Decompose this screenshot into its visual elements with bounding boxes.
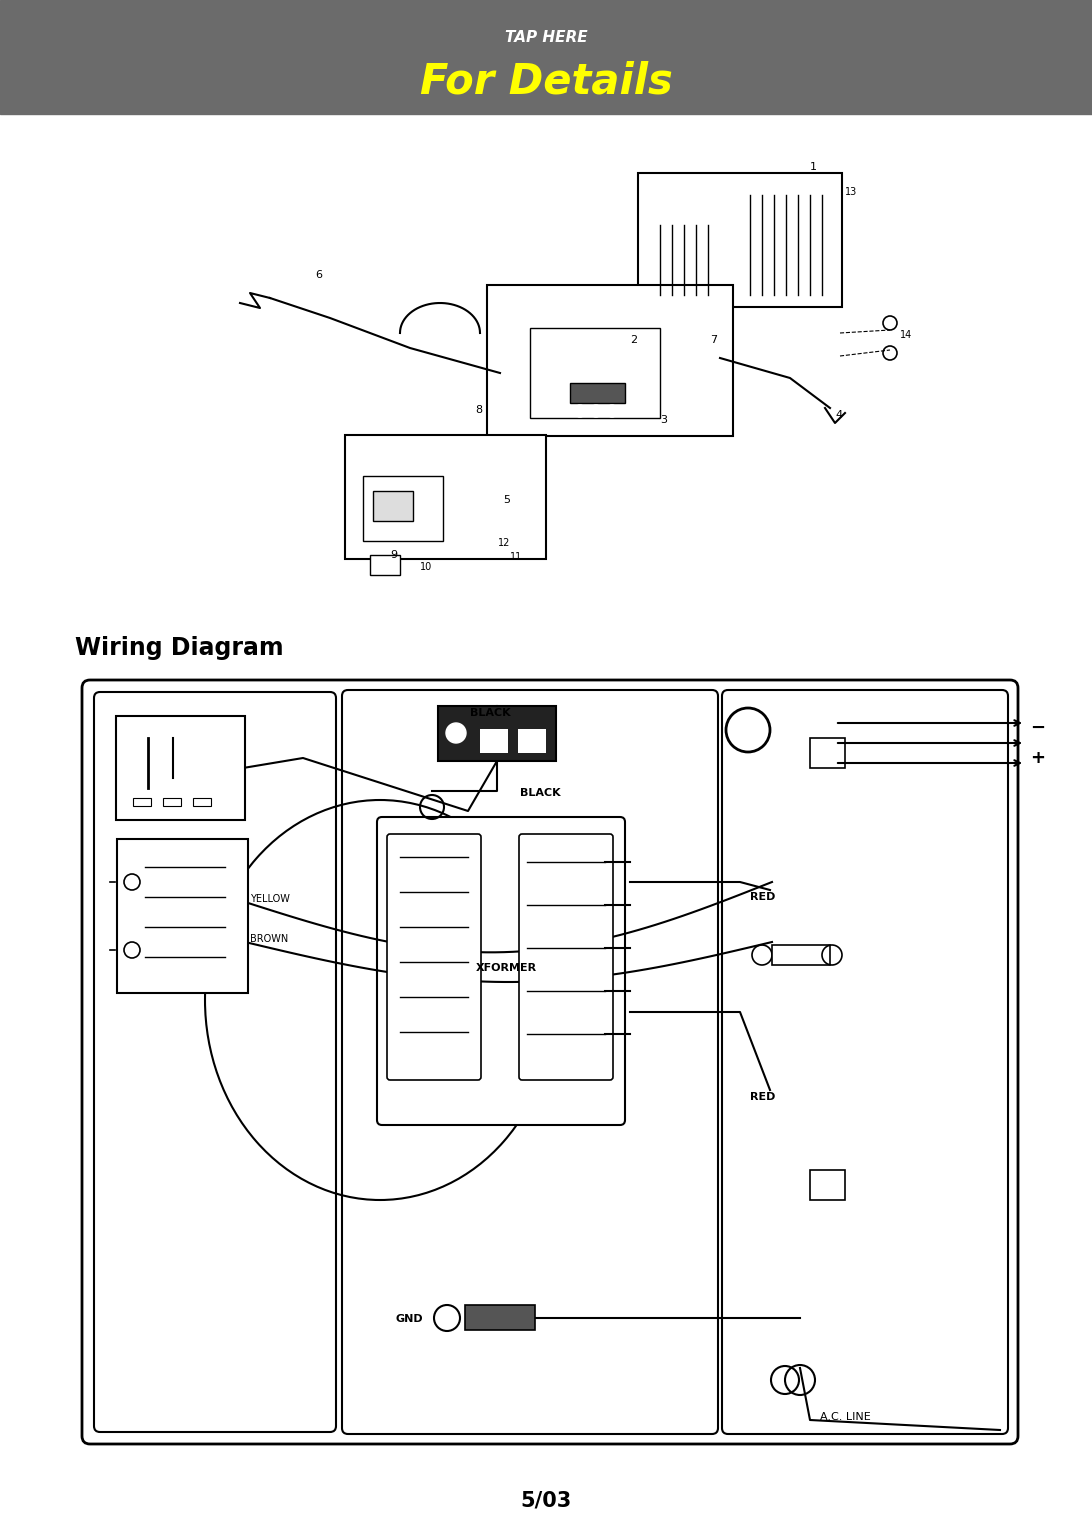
- Text: 6: 6: [314, 271, 322, 280]
- Text: RED: RED: [750, 891, 775, 902]
- Text: TAP HERE: TAP HERE: [505, 31, 587, 46]
- Text: A.C. LINE: A.C. LINE: [820, 1411, 870, 1422]
- FancyBboxPatch shape: [387, 833, 480, 1079]
- Bar: [133, 798, 151, 806]
- Bar: [810, 739, 845, 768]
- Text: XFORMER: XFORMER: [475, 963, 536, 972]
- Text: 7: 7: [710, 335, 717, 346]
- FancyBboxPatch shape: [82, 680, 1018, 1443]
- Text: For Details: For Details: [419, 61, 673, 102]
- FancyBboxPatch shape: [345, 434, 546, 560]
- Text: RED: RED: [750, 1092, 775, 1102]
- Bar: [0, 0, 1092, 115]
- Text: BLACK: BLACK: [520, 787, 560, 798]
- Text: GND: GND: [395, 1313, 423, 1324]
- Text: −: −: [1030, 719, 1045, 737]
- Text: 4: 4: [835, 410, 842, 420]
- Text: 12: 12: [498, 538, 510, 547]
- Text: YELLOW: YELLOW: [250, 894, 289, 904]
- Text: BLACK: BLACK: [470, 708, 511, 719]
- Text: 2: 2: [630, 335, 637, 346]
- Bar: [570, 382, 625, 404]
- Bar: [363, 476, 443, 541]
- FancyBboxPatch shape: [377, 816, 625, 1125]
- Text: 10: 10: [420, 563, 432, 572]
- FancyBboxPatch shape: [638, 173, 842, 307]
- Bar: [193, 798, 211, 806]
- Bar: [530, 329, 660, 417]
- Text: 11: 11: [510, 552, 522, 563]
- Bar: [370, 555, 400, 575]
- FancyBboxPatch shape: [722, 690, 1008, 1434]
- Text: 3: 3: [660, 414, 667, 425]
- Circle shape: [590, 405, 602, 417]
- Bar: [465, 1304, 535, 1330]
- FancyBboxPatch shape: [342, 690, 719, 1434]
- Circle shape: [446, 723, 466, 743]
- FancyBboxPatch shape: [116, 716, 245, 820]
- Bar: [373, 491, 413, 521]
- Text: 8: 8: [475, 405, 483, 414]
- FancyBboxPatch shape: [117, 839, 248, 992]
- Bar: [438, 706, 556, 761]
- FancyBboxPatch shape: [519, 833, 613, 1079]
- Bar: [163, 798, 181, 806]
- Text: +: +: [1030, 749, 1045, 768]
- Bar: [772, 945, 830, 965]
- Text: 1: 1: [810, 162, 817, 171]
- FancyBboxPatch shape: [487, 284, 733, 436]
- Text: Wiring Diagram: Wiring Diagram: [75, 636, 284, 661]
- Bar: [480, 729, 508, 752]
- Bar: [810, 1170, 845, 1200]
- FancyBboxPatch shape: [94, 693, 336, 1433]
- Text: 13: 13: [845, 187, 857, 197]
- Text: 9: 9: [390, 550, 397, 560]
- Text: BROWN: BROWN: [250, 934, 288, 943]
- Text: 5/03: 5/03: [521, 1489, 571, 1511]
- Circle shape: [574, 405, 586, 417]
- Text: 5: 5: [503, 495, 510, 505]
- Circle shape: [606, 405, 618, 417]
- Bar: [518, 729, 546, 752]
- Text: 14: 14: [900, 330, 912, 339]
